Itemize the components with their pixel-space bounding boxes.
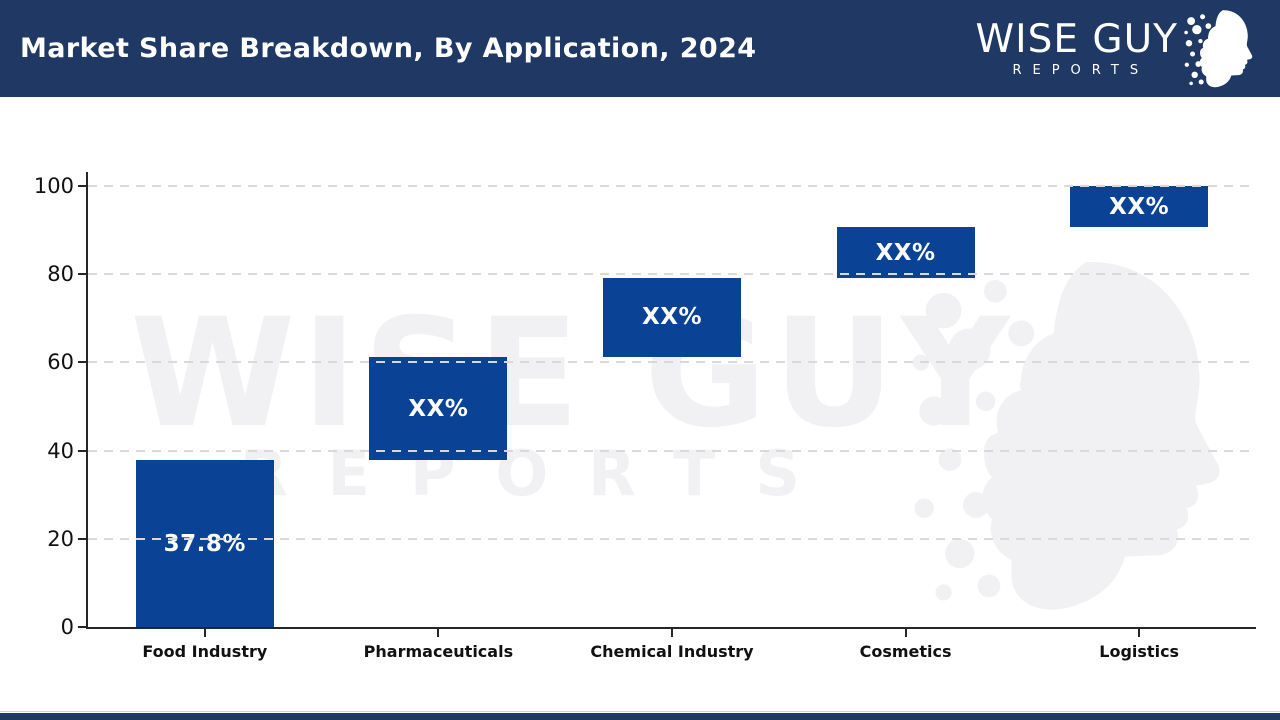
page-title: Market Share Breakdown, By Application, … <box>20 33 757 64</box>
x-tick-food-industry <box>203 629 206 637</box>
logo-wordmark: WISE GUY REPORTS <box>976 20 1178 77</box>
x-tick-label-food-industry: Food Industry <box>142 642 268 661</box>
y-tick-label-100: 100 <box>33 174 74 198</box>
x-tick-logistics <box>1138 629 1141 637</box>
bar-logistics: XX% <box>1070 186 1209 228</box>
bar-pharmaceuticals: XX% <box>369 357 508 461</box>
bar-value-label-logistics: XX% <box>1109 193 1170 220</box>
x-tick-label-cosmetics: Cosmetics <box>859 642 952 661</box>
y-tick-label-20: 20 <box>47 526 74 551</box>
gridline-40 <box>88 449 1256 452</box>
plot-area: 0 20 40 60 80 100 37.8% Food Industry XX% Pharmac… <box>34 172 1256 661</box>
gridline-80 <box>88 273 1256 276</box>
bar-value-label-pharmaceuticals: XX% <box>408 395 469 422</box>
y-tick-label-0: 0 <box>60 615 74 639</box>
y-axis-line <box>86 172 88 629</box>
x-axis-line <box>86 627 1256 629</box>
bar-chemical-industry: XX% <box>603 277 741 358</box>
bar-value-label-food-industry: 37.8% <box>163 530 246 557</box>
y-tick-60 <box>78 361 86 364</box>
x-tick-chemical-industry <box>671 629 673 637</box>
bar-cosmetics: XX% <box>836 227 975 278</box>
y-tick-label-60: 60 <box>47 350 74 375</box>
x-tick-label-logistics: Logistics <box>1099 642 1180 661</box>
x-tick-pharmaceuticals <box>437 629 440 637</box>
x-tick-label-pharmaceuticals: Pharmaceuticals <box>363 642 514 661</box>
logo-wordmark-line1: WISE GUY <box>975 17 1178 62</box>
chart-area: WISE GUY REPORTS 0 20 40 60 80 100 37.8% Food I… <box>0 97 1280 712</box>
y-tick-label-80: 80 <box>47 262 74 287</box>
y-tick-40 <box>78 449 86 452</box>
y-tick-label-40: 40 <box>47 438 74 463</box>
wise-guy-logo: WISE GUY REPORTS <box>976 6 1262 92</box>
y-tick-100 <box>78 185 86 187</box>
bar-value-label-chemical-industry: XX% <box>641 304 702 331</box>
gridline-100 <box>88 185 1256 187</box>
gridline-20 <box>88 537 1256 540</box>
y-tick-0 <box>78 626 86 628</box>
y-tick-80 <box>78 273 86 276</box>
bar-value-label-cosmetics: XX% <box>875 239 936 266</box>
footer-bar <box>0 713 1280 720</box>
logo-wordmark-line2: REPORTS <box>1012 63 1150 78</box>
bar-food-industry: 37.8% <box>135 460 274 627</box>
wise-guy-head-icon <box>1184 9 1253 87</box>
x-tick-label-chemical-industry: Chemical Industry <box>590 642 754 661</box>
footer-divider <box>0 711 1280 712</box>
y-tick-20 <box>78 537 86 540</box>
x-tick-cosmetics <box>904 629 907 637</box>
header: Market Share Breakdown, By Application, … <box>0 0 1280 97</box>
gridline-60 <box>88 361 1256 364</box>
